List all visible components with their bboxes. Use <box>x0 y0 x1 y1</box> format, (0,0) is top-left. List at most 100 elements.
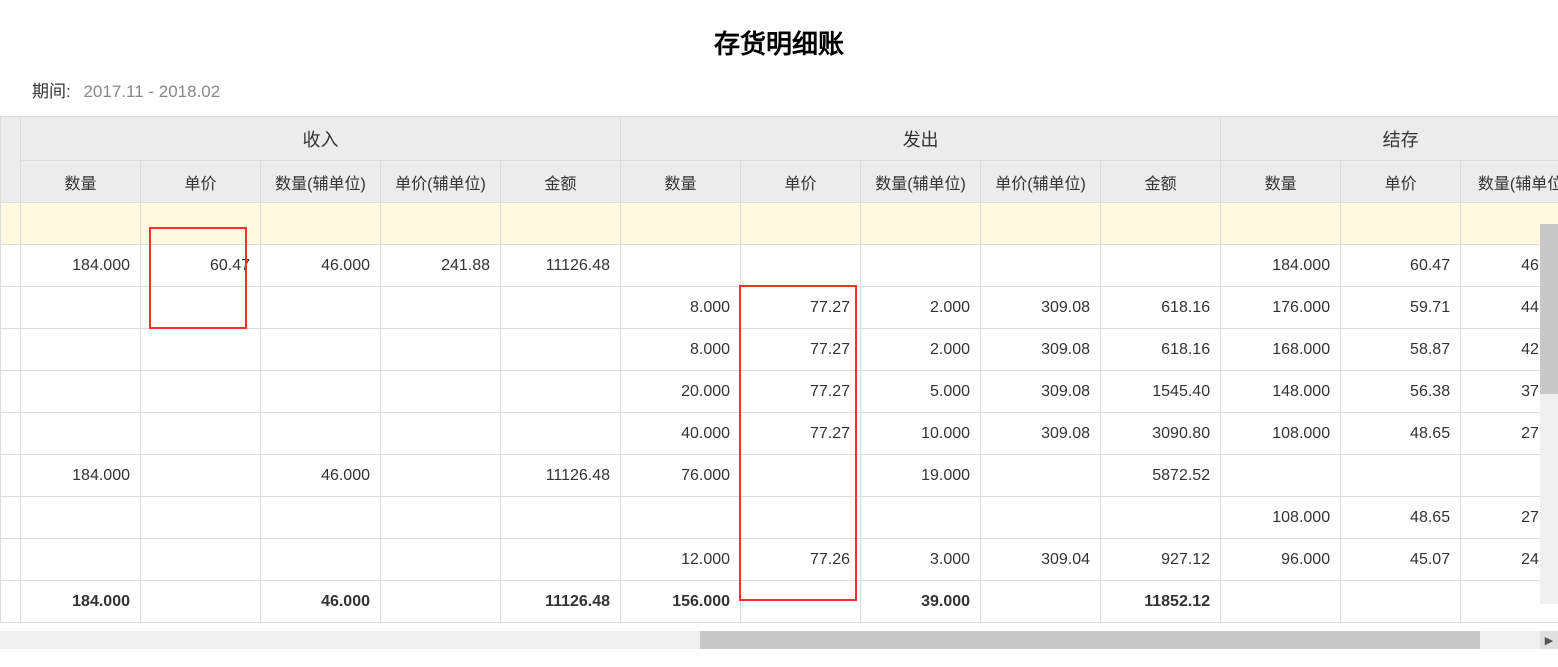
table-cell <box>861 245 981 287</box>
vertical-scrollbar-thumb[interactable] <box>1540 224 1558 394</box>
table-cell: 19.000 <box>861 455 981 497</box>
table-cell <box>741 455 861 497</box>
col-bal-price: 单价 <box>1341 161 1461 203</box>
table-cell <box>1 413 21 455</box>
table-cell <box>741 497 861 539</box>
table-cell <box>621 497 741 539</box>
table-cell: 48.65 <box>1341 413 1461 455</box>
table-cell <box>261 497 381 539</box>
table-cell: 45.07 <box>1341 539 1461 581</box>
table-cell <box>141 371 261 413</box>
table-cell: 184.000 <box>21 455 141 497</box>
table-cell <box>861 497 981 539</box>
table-cell <box>381 497 501 539</box>
table-cell <box>1341 455 1461 497</box>
table-cell <box>21 413 141 455</box>
table-cell: 8.000 <box>621 287 741 329</box>
vertical-scrollbar[interactable] <box>1540 224 1558 604</box>
table-cell: 5872.52 <box>1101 455 1221 497</box>
period-label: 期间: <box>32 82 71 101</box>
table-cell: 3090.80 <box>1101 413 1221 455</box>
ledger-table: 收入 发出 结存 数量 单价 数量(辅单位) 单价(辅单位) 金额 数量 单价 … <box>0 116 1558 623</box>
table-cell <box>1341 203 1461 245</box>
table-cell: 148.000 <box>1221 371 1341 413</box>
table-cell <box>141 203 261 245</box>
table-cell <box>261 287 381 329</box>
table-scroll-area[interactable]: 收入 发出 结存 数量 单价 数量(辅单位) 单价(辅单位) 金额 数量 单价 … <box>0 116 1558 636</box>
table-cell <box>501 203 621 245</box>
table-cell: 618.16 <box>1101 287 1221 329</box>
table-cell <box>1 329 21 371</box>
table-cell: 59.71 <box>1341 287 1461 329</box>
table-row: 8.00077.272.000309.08618.16168.00058.874… <box>1 329 1558 371</box>
table-cell <box>1 371 21 413</box>
table-cell: 46.000 <box>261 455 381 497</box>
table-cell <box>141 539 261 581</box>
table-cell <box>501 413 621 455</box>
table-cell <box>141 329 261 371</box>
table-cell: 56.38 <box>1341 371 1461 413</box>
table-cell: 77.27 <box>741 329 861 371</box>
table-cell: 168.000 <box>1221 329 1341 371</box>
table-cell <box>981 203 1101 245</box>
table-row: 20.00077.275.000309.081545.40148.00056.3… <box>1 371 1558 413</box>
table-cell: 60.47 <box>1341 245 1461 287</box>
table-cell: 77.27 <box>741 371 861 413</box>
table-cell <box>1 203 21 245</box>
table-cell <box>261 539 381 581</box>
table-cell <box>21 497 141 539</box>
table-cell: 8.000 <box>621 329 741 371</box>
col-out-qty-aux: 数量(辅单位) <box>861 161 981 203</box>
table-cell: 309.08 <box>981 287 1101 329</box>
table-cell: 108.000 <box>1221 497 1341 539</box>
table-row: 108.00048.6527.000 <box>1 497 1558 539</box>
col-bal-qty-aux: 数量(辅单位 <box>1461 161 1558 203</box>
table-cell: 156.000 <box>621 581 741 623</box>
page-title: 存货明细账 <box>0 0 1558 71</box>
stub-header <box>1 117 21 203</box>
table-cell <box>501 497 621 539</box>
table-cell: 11126.48 <box>501 245 621 287</box>
table-cell: 184.000 <box>1221 245 1341 287</box>
table-cell: 77.26 <box>741 539 861 581</box>
table-row: 184.00046.00011126.4876.00019.0005872.52 <box>1 455 1558 497</box>
table-cell <box>141 497 261 539</box>
inventory-ledger-page: 存货明细账 期间: 2017.11 - 2018.02 收入 发出 结存 <box>0 0 1558 667</box>
horizontal-scrollbar-thumb[interactable] <box>700 631 1480 649</box>
table-cell: 927.12 <box>1101 539 1221 581</box>
table-cell: 241.88 <box>381 245 501 287</box>
table-cell: 12.000 <box>621 539 741 581</box>
table-cell <box>741 581 861 623</box>
table-cell: 20.000 <box>621 371 741 413</box>
table-row: 184.00046.00011126.48156.00039.00011852.… <box>1 581 1558 623</box>
table-cell: 618.16 <box>1101 329 1221 371</box>
table-cell <box>1221 203 1341 245</box>
horizontal-scrollbar[interactable] <box>0 631 1540 649</box>
table-cell <box>1 497 21 539</box>
table-cell <box>861 203 981 245</box>
table-cell: 11852.12 <box>1101 581 1221 623</box>
table-cell <box>501 539 621 581</box>
table-cell: 108.000 <box>1221 413 1341 455</box>
table-cell <box>141 413 261 455</box>
horizontal-scrollbar-arrow-right[interactable]: ▶ <box>1540 631 1558 649</box>
table-row: 12.00077.263.000309.04927.1296.00045.072… <box>1 539 1558 581</box>
table-cell <box>381 455 501 497</box>
table-cell: 3.000 <box>861 539 981 581</box>
col-out-price-aux: 单价(辅单位) <box>981 161 1101 203</box>
table-cell: 11126.48 <box>501 455 621 497</box>
table-cell: 184.000 <box>21 245 141 287</box>
table-cell <box>501 329 621 371</box>
table-cell: 96.000 <box>1221 539 1341 581</box>
table-cell <box>381 329 501 371</box>
table-cell <box>981 245 1101 287</box>
table-row: 40.00077.2710.000309.083090.80108.00048.… <box>1 413 1558 455</box>
table-cell: 2.000 <box>861 287 981 329</box>
col-out-amount: 金额 <box>1101 161 1221 203</box>
table-cell <box>21 287 141 329</box>
col-out-price: 单价 <box>741 161 861 203</box>
table-cell <box>141 287 261 329</box>
table-cell <box>381 539 501 581</box>
table-cell <box>1 287 21 329</box>
table-cell <box>141 581 261 623</box>
